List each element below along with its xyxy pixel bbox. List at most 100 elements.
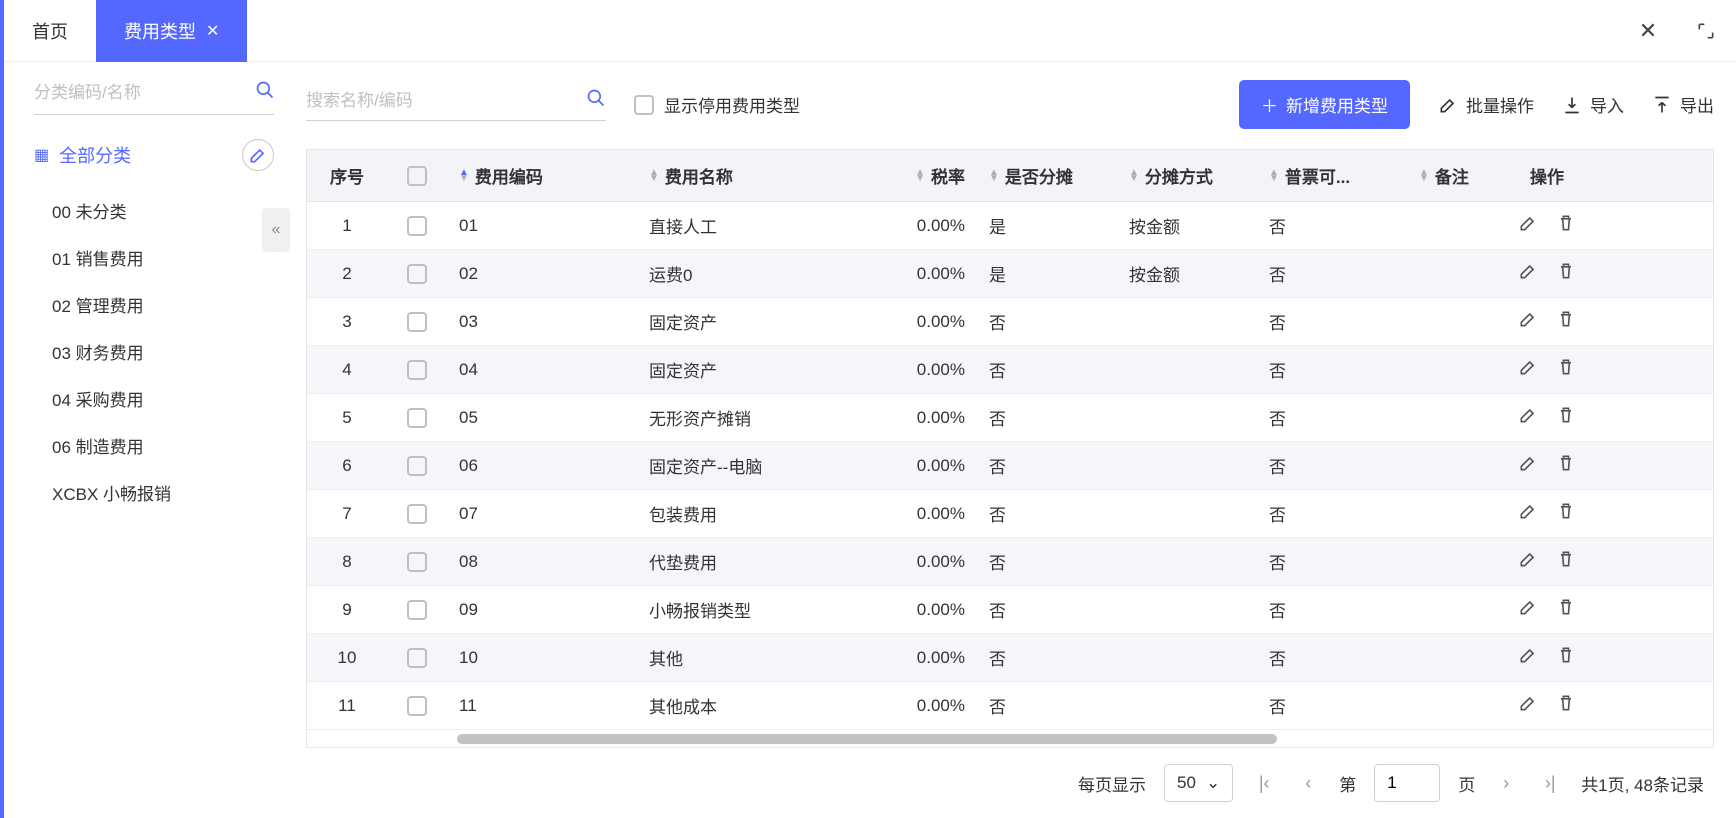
edit-icon[interactable] <box>1518 357 1538 382</box>
sidebar-item[interactable]: 06 制造费用 <box>52 422 274 469</box>
export-icon <box>1652 95 1672 115</box>
next-page-icon[interactable]: › <box>1493 773 1519 794</box>
edit-icon[interactable] <box>1518 693 1538 718</box>
search-icon[interactable] <box>255 80 275 106</box>
row-checkbox[interactable] <box>387 216 447 236</box>
cell-ft: 是 <box>977 261 1117 286</box>
row-checkbox[interactable] <box>387 600 447 620</box>
delete-icon[interactable] <box>1556 213 1576 238</box>
last-page-icon[interactable]: ›| <box>1537 773 1563 794</box>
sidebar-item[interactable]: 03 财务费用 <box>52 328 274 375</box>
close-icon[interactable]: ✕ <box>206 21 219 41</box>
batch-ops-button[interactable]: 批量操作 <box>1438 92 1534 117</box>
delete-icon[interactable] <box>1556 597 1576 622</box>
cell-seq: 2 <box>307 264 387 284</box>
collapse-sidebar-icon[interactable]: « <box>262 208 290 252</box>
col-fs[interactable]: ▲▼ 分摊方式 <box>1117 163 1257 188</box>
cell-ft: 是 <box>977 213 1117 238</box>
cell-ops <box>1497 597 1597 622</box>
delete-icon[interactable] <box>1556 693 1576 718</box>
delete-icon[interactable] <box>1556 261 1576 286</box>
sidebar-item[interactable]: 02 管理费用 <box>52 281 274 328</box>
per-page-select[interactable]: 50 ⌄ <box>1164 764 1233 802</box>
col-rate[interactable]: ▲▼ 税率 <box>867 163 977 188</box>
horizontal-scrollbar[interactable] <box>307 729 1713 747</box>
edit-icon[interactable] <box>1518 501 1538 526</box>
delete-icon[interactable] <box>1556 453 1576 478</box>
row-checkbox[interactable] <box>387 408 447 428</box>
table-row: 606固定资产--电脑0.00%否否 <box>307 442 1713 490</box>
edit-icon[interactable] <box>1518 597 1538 622</box>
cell-name: 无形资产摊销 <box>637 405 867 430</box>
row-checkbox[interactable] <box>387 456 447 476</box>
delete-icon[interactable] <box>1556 549 1576 574</box>
delete-icon[interactable] <box>1556 357 1576 382</box>
table-row: 101直接人工0.00%是按金额否 <box>307 202 1713 250</box>
first-page-icon[interactable]: |‹ <box>1251 773 1277 794</box>
cell-rate: 0.00% <box>867 696 977 716</box>
show-disabled-checkbox[interactable]: 显示停用费用类型 <box>634 92 800 117</box>
row-checkbox[interactable] <box>387 312 447 332</box>
cell-rate: 0.00% <box>867 552 977 572</box>
import-label: 导入 <box>1590 92 1624 117</box>
col-pk[interactable]: ▲▼ 普票可... <box>1257 163 1407 188</box>
sidebar-item[interactable]: XCBX 小畅报销 <box>52 469 274 516</box>
sidebar-search-input[interactable] <box>34 83 255 103</box>
add-button-label: 新增费用类型 <box>1286 92 1388 117</box>
page-input-wrap <box>1374 764 1440 802</box>
cell-code: 08 <box>447 552 637 572</box>
delete-icon[interactable] <box>1556 309 1576 334</box>
delete-icon[interactable] <box>1556 405 1576 430</box>
sidebar-item[interactable]: 01 销售费用 <box>52 234 274 281</box>
grid-icon: ▦ <box>34 145 49 165</box>
scrollbar-thumb[interactable] <box>457 734 1277 744</box>
edit-icon[interactable] <box>1518 309 1538 334</box>
close-all-icon[interactable]: ✕ <box>1628 11 1668 51</box>
row-checkbox[interactable] <box>387 264 447 284</box>
tab-fee-type[interactable]: 费用类型 ✕ <box>96 0 247 62</box>
tab-home[interactable]: 首页 <box>4 0 96 62</box>
row-checkbox[interactable] <box>387 360 447 380</box>
add-fee-type-button[interactable]: ＋ 新增费用类型 <box>1239 80 1410 129</box>
batch-ops-label: 批量操作 <box>1466 92 1534 117</box>
cell-seq: 9 <box>307 600 387 620</box>
col-name[interactable]: ▲▼ 费用名称 <box>637 163 867 188</box>
sort-icon: ▲▼ <box>989 170 999 182</box>
cell-pk: 否 <box>1257 597 1407 622</box>
edit-icon[interactable] <box>1518 405 1538 430</box>
sidebar-item[interactable]: 04 采购费用 <box>52 375 274 422</box>
cell-name: 其他成本 <box>637 693 867 718</box>
cell-code: 11 <box>447 696 637 716</box>
cell-name: 固定资产--电脑 <box>637 453 867 478</box>
edit-icon[interactable] <box>1518 213 1538 238</box>
main-search-input[interactable] <box>306 91 586 111</box>
row-checkbox[interactable] <box>387 504 447 524</box>
cell-ft: 否 <box>977 597 1117 622</box>
col-code[interactable]: ▲▼ 费用编码 <box>447 163 637 188</box>
edit-icon[interactable] <box>1518 261 1538 286</box>
row-checkbox[interactable] <box>387 648 447 668</box>
col-seq[interactable]: 序号 <box>307 163 387 188</box>
edit-icon[interactable] <box>1518 453 1538 478</box>
prev-page-icon[interactable]: ‹ <box>1295 773 1321 794</box>
cell-name: 固定资产 <box>637 357 867 382</box>
tree-root[interactable]: ▦ 全部分类 <box>34 139 274 171</box>
col-ft[interactable]: ▲▼ 是否分摊 <box>977 163 1117 188</box>
delete-icon[interactable] <box>1556 645 1576 670</box>
cell-seq: 10 <box>307 648 387 668</box>
col-select-all[interactable] <box>387 166 447 186</box>
import-button[interactable]: 导入 <box>1562 92 1624 117</box>
fullscreen-icon[interactable] <box>1686 11 1726 51</box>
search-icon[interactable] <box>586 88 606 114</box>
row-checkbox[interactable] <box>387 696 447 716</box>
delete-icon[interactable] <box>1556 501 1576 526</box>
edit-icon[interactable] <box>1518 549 1538 574</box>
edit-icon[interactable] <box>1518 645 1538 670</box>
edit-category-icon[interactable] <box>242 139 274 171</box>
sidebar-item[interactable]: 00 未分类 <box>52 187 274 234</box>
page-input[interactable] <box>1387 773 1427 793</box>
row-checkbox[interactable] <box>387 552 447 572</box>
col-bz[interactable]: ▲▼ 备注 <box>1407 163 1497 188</box>
export-button[interactable]: 导出 <box>1652 92 1714 117</box>
cell-ft: 否 <box>977 693 1117 718</box>
